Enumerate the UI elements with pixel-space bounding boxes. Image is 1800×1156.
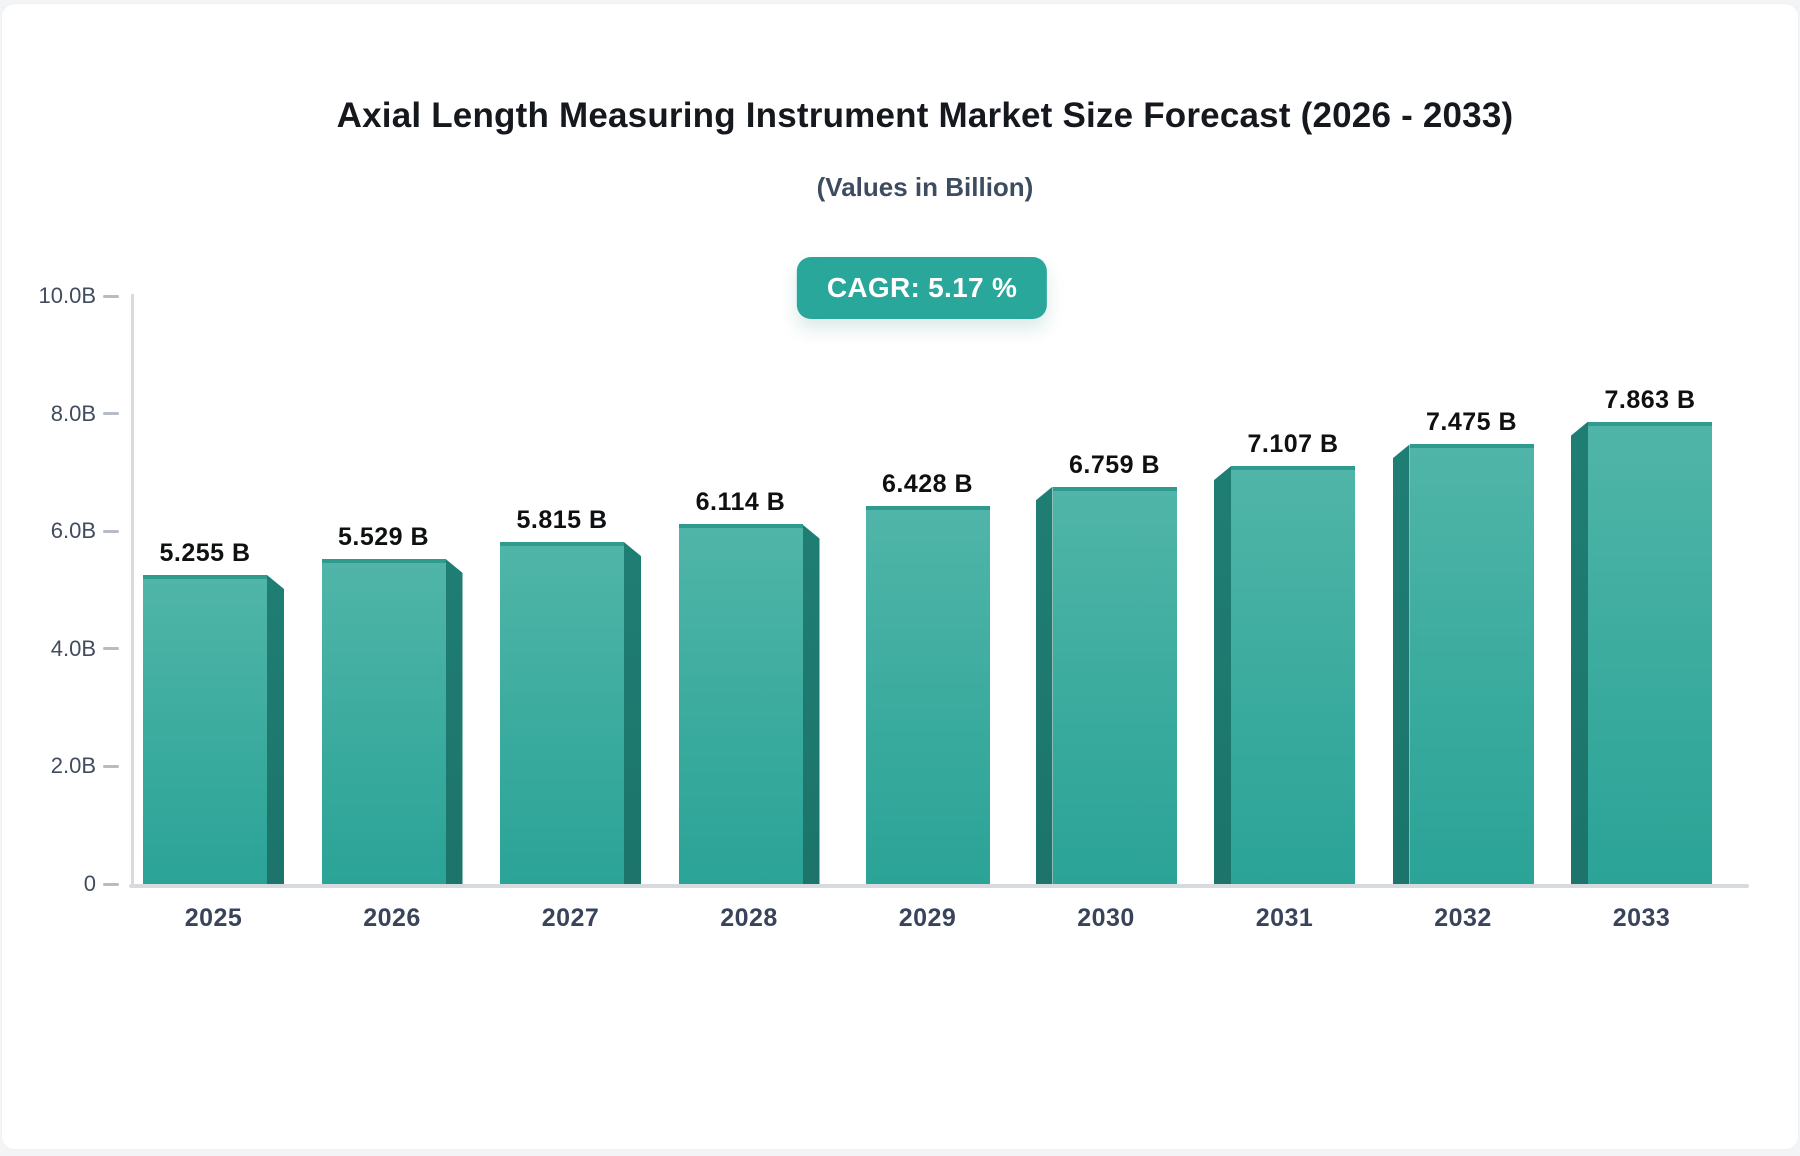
y-tick-label: 2.0B [50,753,96,779]
bar-side-2028 [802,524,820,884]
bar-2030 [1052,486,1177,884]
y-tick-label: 8.0B [50,400,96,426]
bar-value-label-2029: 6.428 B [881,470,974,499]
y-axis-line [131,294,134,884]
x-category-label-2027: 2027 [541,904,600,932]
y-tick-dash [103,882,119,886]
bar-side-2025 [267,575,284,884]
x-axis-line [129,884,1749,888]
y-tick-dash [103,529,119,533]
bar-2025 [143,575,267,884]
x-category-label-2030: 2030 [1077,904,1135,932]
bar-2029 [865,506,990,884]
bar-value-label-2031: 7.107 B [1247,430,1339,459]
bar-2026 [321,558,446,884]
y-tick-label: 0 [83,871,96,896]
y-tick-dash [103,294,119,298]
bar-2031 [1231,466,1355,884]
bar-value-label-2028: 6.114 B [695,488,786,517]
x-category-label-2029: 2029 [898,904,957,932]
x-category-label-2028: 2028 [720,904,778,932]
y-tick-dash [103,412,119,416]
bar-side-2032 [1392,444,1410,884]
x-category-label-2025: 2025 [184,904,243,932]
bar-side-2033 [1571,421,1588,884]
bar-side-2031 [1214,466,1231,884]
cagr-badge: CAGR: 5.17 % [796,257,1048,319]
bar-value-label-2027: 5.815 B [516,506,608,535]
y-tick-dash [103,647,119,651]
bar-2027 [500,542,624,884]
bar-side-2027 [624,542,641,884]
bar-side-2030 [1035,486,1053,884]
bar-value-label-2026: 5.529 B [337,522,430,551]
chart-subtitle: (Values in Billion) [816,172,1034,202]
y-tick-dash [103,764,119,768]
chart-title: Axial Length Measuring Instrument Market… [336,96,1514,135]
bar-2028 [678,524,803,884]
bar-value-label-2025: 5.255 B [159,539,251,567]
x-category-label-2032: 2032 [1434,904,1492,932]
y-tick-label: 4.0B [50,635,96,661]
bar-2033 [1588,421,1712,884]
bar-value-label-2033: 7.863 B [1604,385,1696,414]
y-tick-label: 10.0B [38,283,97,308]
x-category-label-2031: 2031 [1255,904,1314,932]
x-category-label-2033: 2033 [1612,904,1671,932]
bar-side-2026 [445,558,463,884]
y-tick-label: 6.0B [50,518,96,544]
x-category-label-2026: 2026 [363,904,421,932]
bar-2032 [1409,444,1534,884]
bar-value-label-2030: 6.759 B [1068,450,1161,479]
bar-value-label-2032: 7.475 B [1425,408,1518,437]
